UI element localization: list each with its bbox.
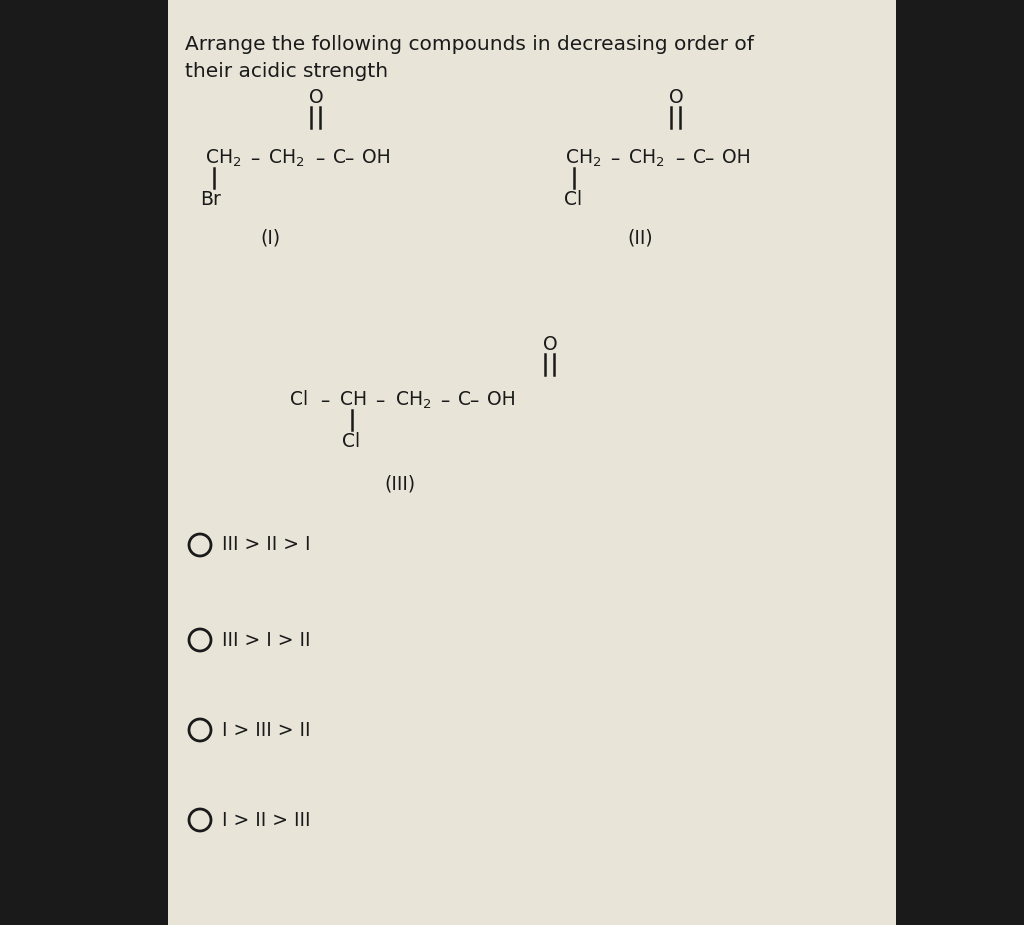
Text: –: – bbox=[440, 392, 450, 411]
Text: CH: CH bbox=[340, 390, 368, 409]
Text: –: – bbox=[705, 150, 714, 169]
Text: CH$_2$: CH$_2$ bbox=[205, 148, 242, 169]
Text: C: C bbox=[333, 148, 346, 167]
Text: –: – bbox=[315, 150, 325, 169]
Text: –: – bbox=[376, 392, 385, 411]
Text: OH: OH bbox=[362, 148, 391, 167]
Text: C: C bbox=[458, 390, 471, 409]
Text: Arrange the following compounds in decreasing order of: Arrange the following compounds in decre… bbox=[185, 35, 754, 54]
FancyBboxPatch shape bbox=[168, 0, 896, 925]
Text: their acidic strength: their acidic strength bbox=[185, 62, 388, 81]
Text: Cl: Cl bbox=[290, 390, 308, 409]
Text: –: – bbox=[321, 392, 330, 411]
Text: CH$_2$: CH$_2$ bbox=[395, 390, 431, 412]
Text: Cl: Cl bbox=[564, 190, 582, 209]
Text: –: – bbox=[251, 150, 260, 169]
Text: –: – bbox=[676, 150, 685, 169]
Text: I > II > III: I > II > III bbox=[222, 810, 310, 830]
Text: OH: OH bbox=[487, 390, 516, 409]
Text: –: – bbox=[610, 150, 620, 169]
Text: Br: Br bbox=[200, 190, 221, 209]
Text: (II): (II) bbox=[627, 228, 653, 247]
Text: Cl: Cl bbox=[342, 432, 360, 451]
Text: CH$_2$: CH$_2$ bbox=[628, 148, 665, 169]
Text: III > I > II: III > I > II bbox=[222, 631, 310, 649]
Text: –: – bbox=[469, 392, 478, 411]
Text: –: – bbox=[344, 150, 353, 169]
Text: CH$_2$: CH$_2$ bbox=[565, 148, 601, 169]
Text: CH$_2$: CH$_2$ bbox=[268, 148, 304, 169]
Text: I > III > II: I > III > II bbox=[222, 721, 310, 739]
Text: O: O bbox=[308, 88, 324, 107]
Text: III > II > I: III > II > I bbox=[222, 536, 310, 554]
Text: (III): (III) bbox=[384, 475, 416, 494]
Text: O: O bbox=[543, 335, 557, 354]
Text: OH: OH bbox=[722, 148, 751, 167]
Text: C: C bbox=[693, 148, 706, 167]
Text: O: O bbox=[669, 88, 683, 107]
Text: (I): (I) bbox=[260, 228, 280, 247]
